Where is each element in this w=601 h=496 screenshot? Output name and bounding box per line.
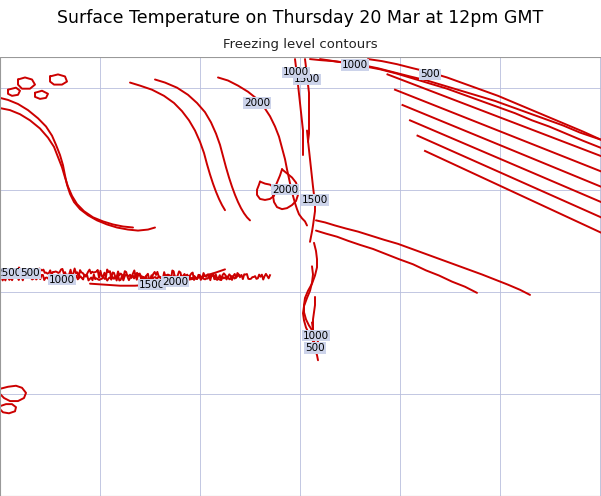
Text: 2000: 2000 <box>244 98 270 108</box>
Text: 2000: 2000 <box>162 277 188 287</box>
Text: 500: 500 <box>420 69 440 79</box>
Text: 1000: 1000 <box>303 331 329 341</box>
Text: 1500: 1500 <box>294 74 320 84</box>
Text: 1500: 1500 <box>139 280 165 290</box>
Text: 2500: 2500 <box>0 268 21 278</box>
Text: 500: 500 <box>305 343 325 353</box>
Text: 1000: 1000 <box>49 275 75 285</box>
Text: 1000: 1000 <box>342 60 368 70</box>
Text: 1000: 1000 <box>283 67 309 77</box>
Text: Freezing level contours: Freezing level contours <box>223 38 378 51</box>
Text: 1500: 1500 <box>302 195 328 205</box>
Text: Surface Temperature on Thursday 20 Mar at 12pm GMT: Surface Temperature on Thursday 20 Mar a… <box>57 9 544 27</box>
Text: 2000: 2000 <box>272 185 298 195</box>
Text: 500: 500 <box>20 268 40 278</box>
